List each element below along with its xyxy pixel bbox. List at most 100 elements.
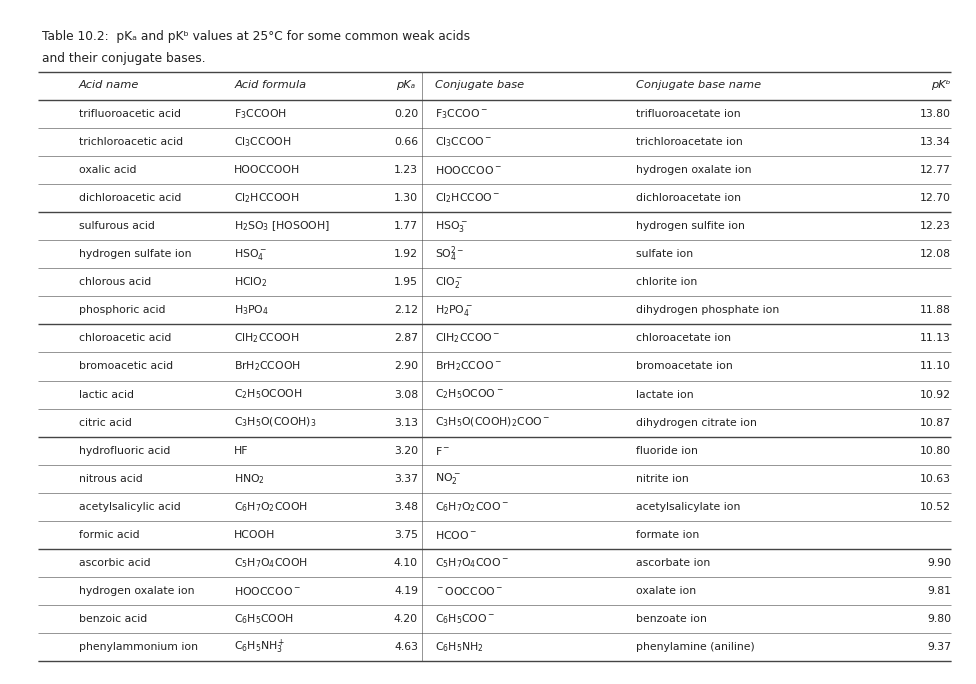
- Text: Cl$_3$CCOO$^-$: Cl$_3$CCOO$^-$: [435, 135, 493, 149]
- Text: H$_2$SO$_3$ [HOSOOH]: H$_2$SO$_3$ [HOSOOH]: [234, 220, 330, 233]
- Text: bromoacetic acid: bromoacetic acid: [79, 361, 173, 371]
- Text: C$_5$H$_7$O$_4$COO$^-$: C$_5$H$_7$O$_4$COO$^-$: [435, 556, 509, 570]
- Text: C$_3$H$_5$O(COOH)$_3$: C$_3$H$_5$O(COOH)$_3$: [234, 416, 317, 430]
- Text: fluoride ion: fluoride ion: [636, 445, 698, 456]
- Text: nitrous acid: nitrous acid: [79, 474, 142, 484]
- Text: Table 10.2:  pKₐ and pKᵇ values at 25°C for some common weak acids: Table 10.2: pKₐ and pKᵇ values at 25°C f…: [42, 30, 470, 43]
- Text: citric acid: citric acid: [79, 417, 132, 428]
- Text: 4.10: 4.10: [394, 558, 418, 568]
- Text: 1.95: 1.95: [394, 277, 418, 287]
- Text: hydrogen sulfate ion: hydrogen sulfate ion: [79, 249, 191, 259]
- Text: 1.92: 1.92: [394, 249, 418, 259]
- Text: HSO$_4^-$: HSO$_4^-$: [234, 247, 267, 262]
- Text: Acid formula: Acid formula: [234, 79, 306, 90]
- Text: ascorbic acid: ascorbic acid: [79, 558, 150, 568]
- Text: acetylsalicylic acid: acetylsalicylic acid: [79, 502, 181, 512]
- Text: Cl$_2$HCCOO$^-$: Cl$_2$HCCOO$^-$: [435, 192, 501, 205]
- Text: sulfate ion: sulfate ion: [636, 249, 693, 259]
- Text: HNO$_2$: HNO$_2$: [234, 472, 265, 486]
- Text: C$_2$H$_5$OCOO$^-$: C$_2$H$_5$OCOO$^-$: [435, 388, 504, 402]
- Text: 9.37: 9.37: [927, 642, 951, 652]
- Text: hydrogen oxalate ion: hydrogen oxalate ion: [636, 165, 752, 175]
- Text: HClO$_2$: HClO$_2$: [234, 276, 267, 289]
- Text: oxalate ion: oxalate ion: [636, 586, 696, 596]
- Text: oxalic acid: oxalic acid: [79, 165, 137, 175]
- Text: 9.81: 9.81: [927, 586, 951, 596]
- Text: ClO$_2^-$: ClO$_2^-$: [435, 275, 464, 290]
- Text: Conjugate base: Conjugate base: [435, 79, 524, 90]
- Text: lactate ion: lactate ion: [636, 389, 694, 399]
- Text: C$_6$H$_5$NH$_2$: C$_6$H$_5$NH$_2$: [435, 640, 483, 654]
- Text: $^-$OOCCOO$^-$: $^-$OOCCOO$^-$: [435, 585, 504, 597]
- Text: HOOCCOOH: HOOCCOOH: [234, 165, 301, 175]
- Text: chloroacetic acid: chloroacetic acid: [79, 333, 172, 343]
- Text: hydrofluoric acid: hydrofluoric acid: [79, 445, 171, 456]
- Text: lactic acid: lactic acid: [79, 389, 134, 399]
- Text: trifluoroacetic acid: trifluoroacetic acid: [79, 109, 182, 119]
- Text: trichloroacetic acid: trichloroacetic acid: [79, 137, 183, 147]
- Text: HOOCCOO$^-$: HOOCCOO$^-$: [234, 585, 302, 597]
- Text: dichloroacetate ion: dichloroacetate ion: [636, 193, 741, 203]
- Text: Acid name: Acid name: [79, 79, 140, 90]
- Text: C$_6$H$_7$O$_2$COOH: C$_6$H$_7$O$_2$COOH: [234, 500, 308, 514]
- Text: sulfurous acid: sulfurous acid: [79, 221, 155, 231]
- Text: Cl$_2$HCCOOH: Cl$_2$HCCOOH: [234, 192, 300, 205]
- Text: 4.20: 4.20: [394, 614, 418, 624]
- Text: 3.20: 3.20: [394, 445, 418, 456]
- Text: formate ion: formate ion: [636, 530, 699, 540]
- Text: dihydrogen citrate ion: dihydrogen citrate ion: [636, 417, 757, 428]
- Text: HCOOH: HCOOH: [234, 530, 275, 540]
- Text: 4.63: 4.63: [394, 642, 418, 652]
- Text: 2.87: 2.87: [394, 333, 418, 343]
- Text: phenylamine (aniline): phenylamine (aniline): [636, 642, 754, 652]
- Text: HOOCCOO$^-$: HOOCCOO$^-$: [435, 164, 502, 176]
- Text: C$_2$H$_5$OCOOH: C$_2$H$_5$OCOOH: [234, 388, 303, 402]
- Text: benzoate ion: benzoate ion: [636, 614, 707, 624]
- Text: 11.88: 11.88: [920, 305, 951, 315]
- Text: 0.20: 0.20: [393, 109, 418, 119]
- Text: 3.48: 3.48: [394, 502, 418, 512]
- Text: 10.92: 10.92: [920, 389, 951, 399]
- Text: BrH$_2$CCOOH: BrH$_2$CCOOH: [234, 360, 302, 373]
- Text: 3.75: 3.75: [394, 530, 418, 540]
- Text: H$_3$PO$_4$: H$_3$PO$_4$: [234, 304, 269, 317]
- Text: HF: HF: [234, 445, 249, 456]
- Text: ascorbate ion: ascorbate ion: [636, 558, 711, 568]
- Text: 3.08: 3.08: [394, 389, 418, 399]
- Text: HSO$_3^-$: HSO$_3^-$: [435, 219, 468, 234]
- Text: 11.10: 11.10: [920, 361, 951, 371]
- Text: chlorite ion: chlorite ion: [636, 277, 697, 287]
- Text: F$^-$: F$^-$: [435, 445, 451, 457]
- Text: 9.80: 9.80: [927, 614, 951, 624]
- Text: C$_3$H$_5$O(COOH)$_2$COO$^-$: C$_3$H$_5$O(COOH)$_2$COO$^-$: [435, 416, 550, 430]
- Text: and their conjugate bases.: and their conjugate bases.: [42, 52, 206, 65]
- Text: HCOO$^-$: HCOO$^-$: [435, 529, 477, 541]
- Text: pKᵇ: pKᵇ: [931, 79, 951, 90]
- Text: 0.66: 0.66: [394, 137, 418, 147]
- Text: trifluoroacetate ion: trifluoroacetate ion: [636, 109, 741, 119]
- Text: 13.34: 13.34: [920, 137, 951, 147]
- Text: 1.77: 1.77: [394, 221, 418, 231]
- Text: H$_2$PO$_4^-$: H$_2$PO$_4^-$: [435, 303, 473, 318]
- Text: hydrogen sulfite ion: hydrogen sulfite ion: [636, 221, 745, 231]
- Text: phosphoric acid: phosphoric acid: [79, 305, 166, 315]
- Text: dihydrogen phosphate ion: dihydrogen phosphate ion: [636, 305, 779, 315]
- Text: dichloroacetic acid: dichloroacetic acid: [79, 193, 182, 203]
- Text: 10.80: 10.80: [919, 445, 951, 456]
- Text: 1.23: 1.23: [394, 165, 418, 175]
- Text: acetylsalicylate ion: acetylsalicylate ion: [636, 502, 741, 512]
- Text: chloroacetate ion: chloroacetate ion: [636, 333, 731, 343]
- Text: 10.63: 10.63: [920, 474, 951, 484]
- Text: C$_6$H$_5$COO$^-$: C$_6$H$_5$COO$^-$: [435, 612, 496, 626]
- Text: ClH$_2$CCOO$^-$: ClH$_2$CCOO$^-$: [435, 332, 501, 345]
- Text: 9.90: 9.90: [927, 558, 951, 568]
- Text: chlorous acid: chlorous acid: [79, 277, 151, 287]
- Text: NO$_2^-$: NO$_2^-$: [435, 471, 461, 486]
- Text: C$_6$H$_5$NH$_3^+$: C$_6$H$_5$NH$_3^+$: [234, 637, 286, 656]
- Text: 12.70: 12.70: [920, 193, 951, 203]
- Text: 12.08: 12.08: [920, 249, 951, 259]
- Text: 10.87: 10.87: [920, 417, 951, 428]
- Text: 3.37: 3.37: [394, 474, 418, 484]
- Text: Conjugate base name: Conjugate base name: [636, 79, 761, 90]
- Text: 13.80: 13.80: [920, 109, 951, 119]
